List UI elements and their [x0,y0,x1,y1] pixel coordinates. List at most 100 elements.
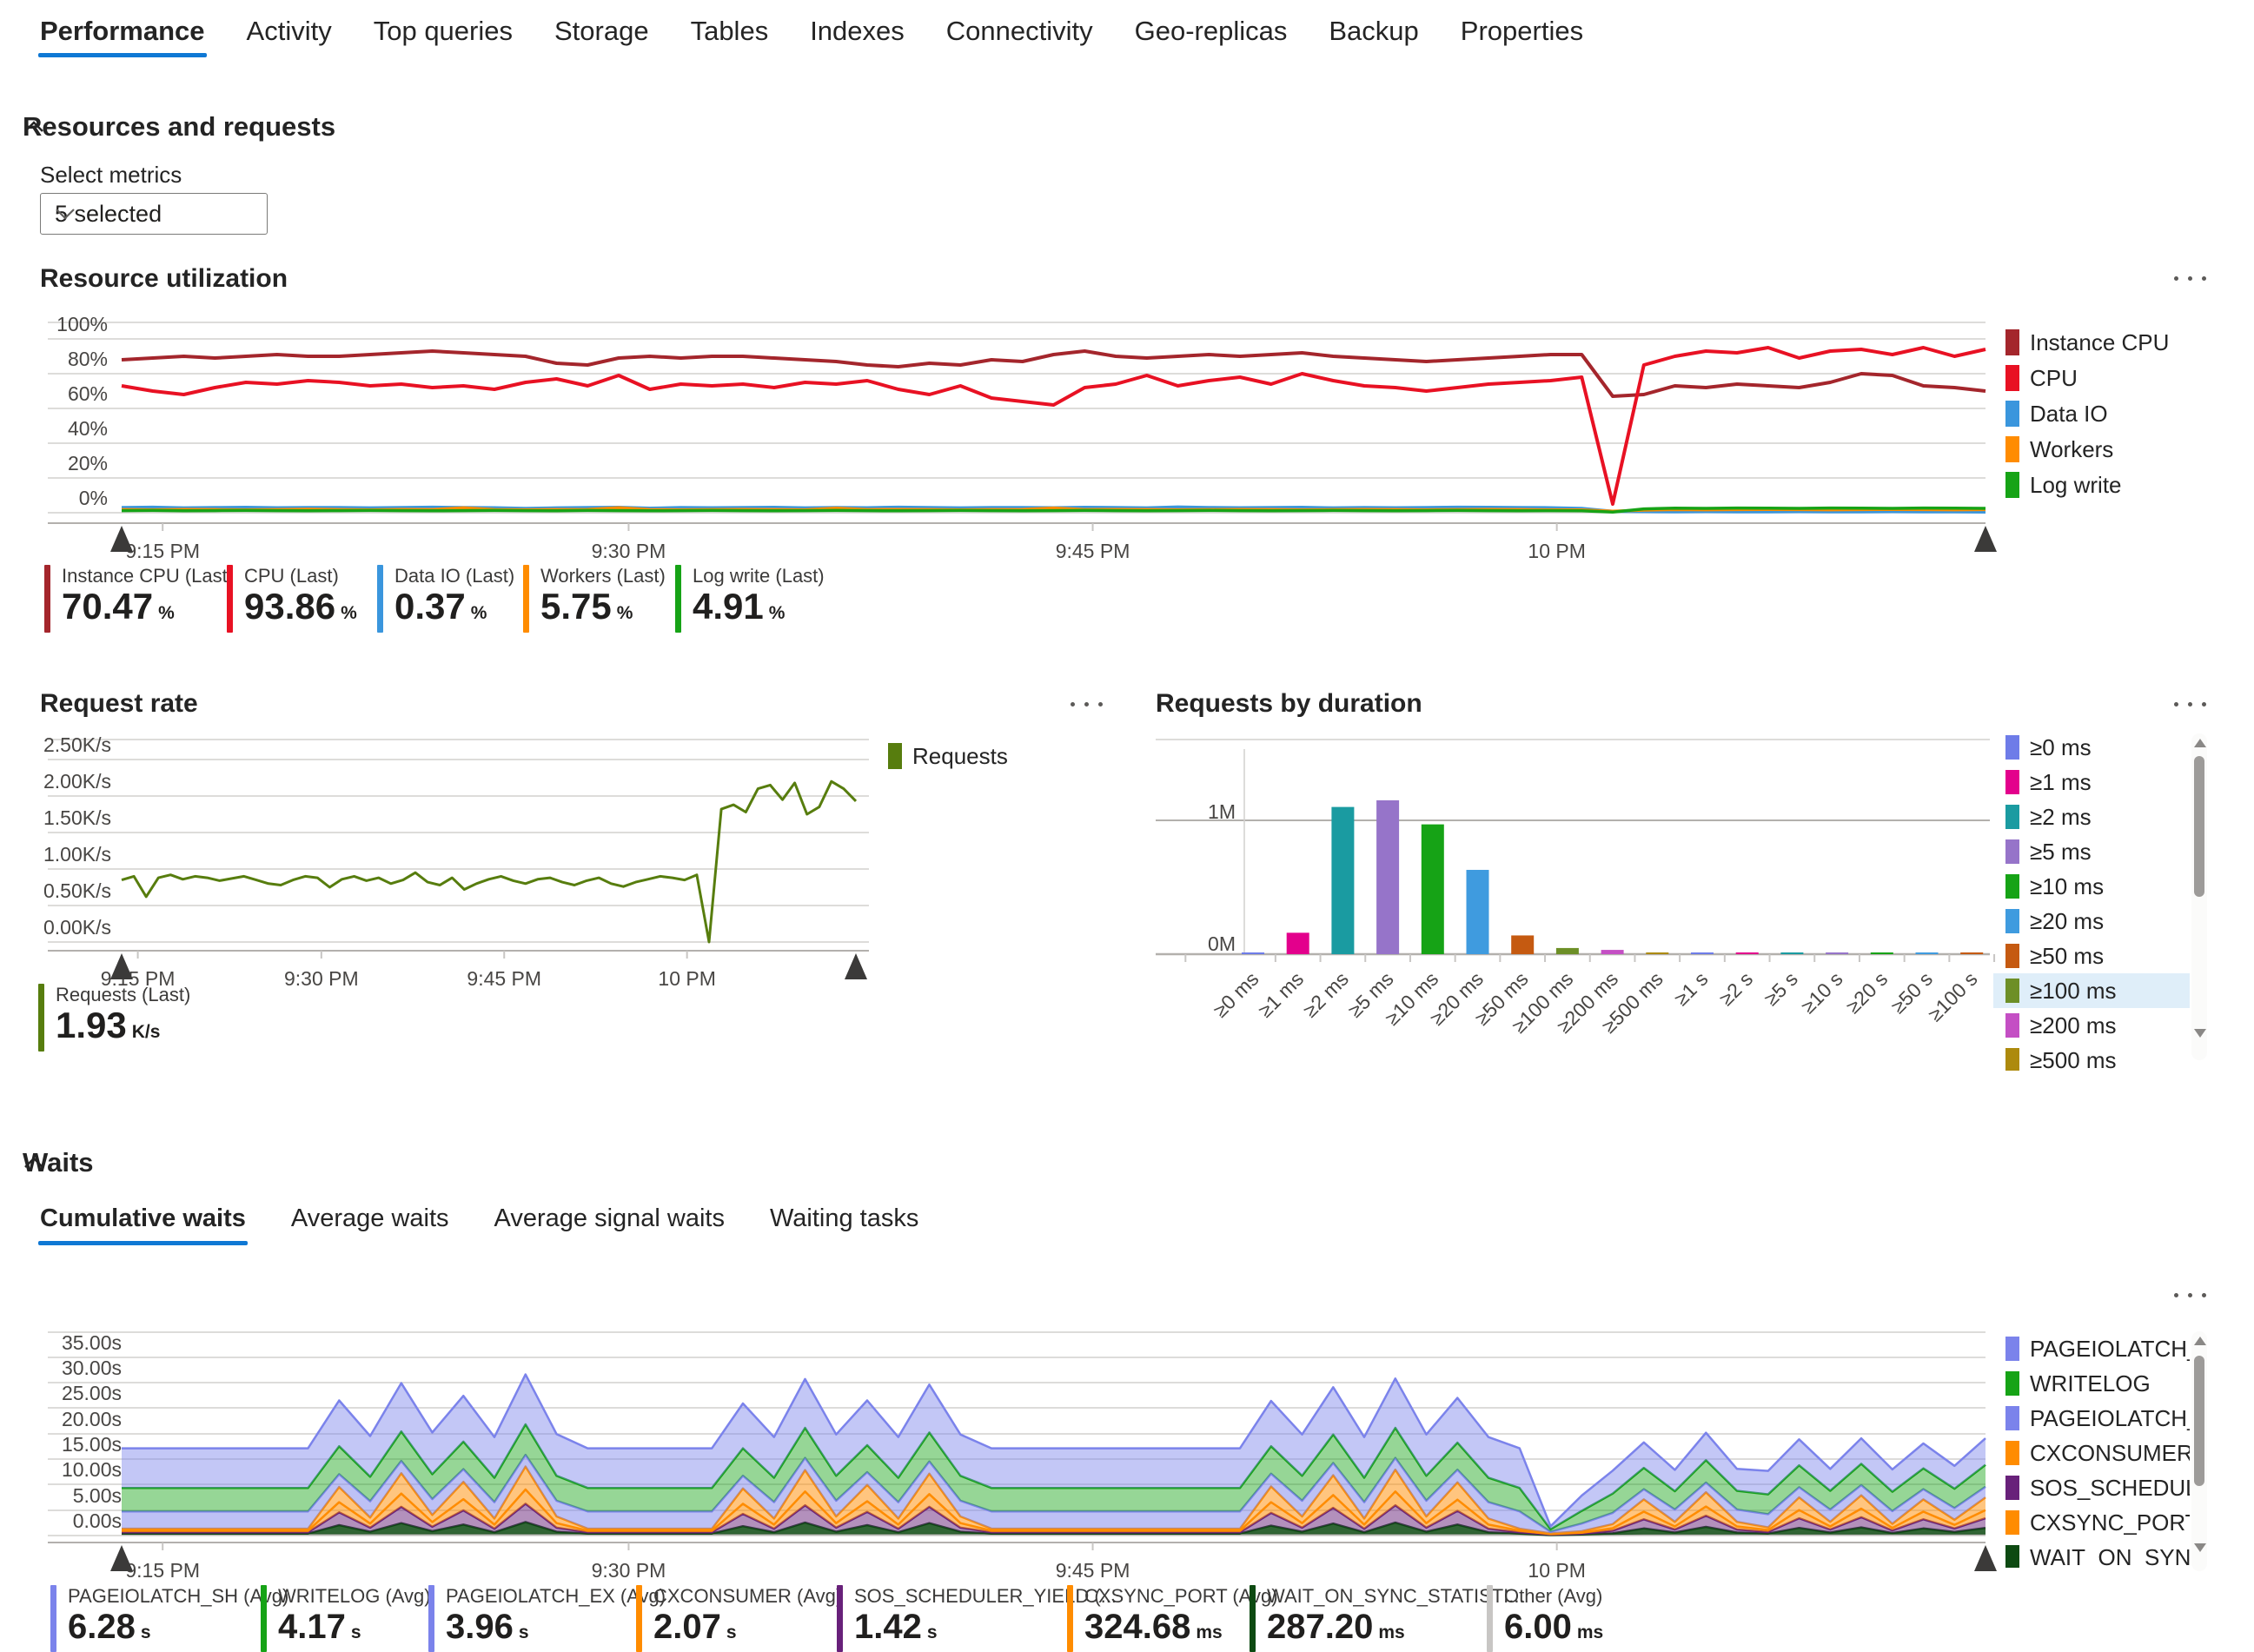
time-range-slider-right[interactable] [1974,1545,1997,1571]
tab-indexes[interactable]: Indexes [810,16,905,46]
waits-section-header[interactable]: Waits [23,1147,94,1178]
legend-item-pageiolatch-ex[interactable]: PAGEIOLATCH_EX [1993,1401,2190,1436]
request-rate-chart: 2.50K/s 2.00K/s 1.50K/s 1.00K/s 0.50K/s 0.00K… [43,733,869,990]
metric-value: 324.68 ms [1084,1608,1223,1646]
svg-text:25.00s: 25.00s [62,1382,122,1404]
scroll-down-icon[interactable] [2194,1543,2206,1552]
legend-item-200-ms[interactable]: ≥200 ms [1993,1008,2190,1043]
metric-color-bar [377,565,383,633]
legend-item-20-ms[interactable]: ≥20 ms [1993,904,2190,939]
select-metrics-dropdown[interactable]: 5 selected [40,193,268,235]
legend-item-log-write[interactable]: Log write [2005,468,2122,502]
tab-properties[interactable]: Properties [1460,16,1584,46]
legend-item-workers[interactable]: Workers [2005,432,2113,467]
legend-label: ≥50 ms [2030,942,2105,969]
tab-backup[interactable]: Backup [1329,16,1419,46]
tab-storage[interactable]: Storage [554,16,649,46]
waits-tab-average-waits[interactable]: Average waits [290,1204,449,1232]
metric-unit: s [518,1622,529,1642]
metric-unit: s [726,1622,737,1642]
time-range-slider-left[interactable] [110,1545,133,1571]
legend-item-1-ms[interactable]: ≥1 ms [1993,765,2190,799]
metric-tile-pageiolatch-sh-avg: PAGEIOLATCH_SH (Avg) 6.28 s [50,1585,288,1652]
legend-item-data-io[interactable]: Data IO [2005,396,2108,431]
svg-text:0.50K/s: 0.50K/s [43,879,111,902]
metric-value: 5.75% [540,586,633,627]
request-rate-legend[interactable]: Requests [888,739,1008,773]
legend-label: ≥100 ms [2030,977,2117,1004]
svg-text:10 PM: 10 PM [1528,540,1585,562]
legend-item-0-ms[interactable]: ≥0 ms [1993,730,2190,765]
legend-label: Workers [2030,435,2114,462]
scrollbar-thumb[interactable] [2194,756,2204,897]
tab-tables[interactable]: Tables [690,16,769,46]
tab-top-queries[interactable]: Top queries [373,16,513,46]
metric-tile-instance-cpu-last: Instance CPU (Last) 70.47% [44,565,234,633]
metric-value: 4.91% [693,586,786,627]
legend-item-cxconsumer[interactable]: CXCONSUMER [1993,1436,2190,1470]
svg-text:1M: 1M [1208,800,1236,823]
resources-section-header[interactable]: Resources and requests [23,111,335,143]
waits-legend-scrollbar[interactable] [2191,1331,2207,1571]
tab-connectivity[interactable]: Connectivity [945,16,1093,46]
svg-text:2.00K/s: 2.00K/s [43,770,111,793]
svg-text:5.00s: 5.00s [73,1484,122,1507]
scroll-up-icon[interactable] [2194,1337,2206,1345]
legend-item-100-ms[interactable]: ≥100 ms [1993,973,2190,1008]
svg-text:≥20 s: ≥20 s [1841,967,1892,1018]
legend-item-5-ms[interactable]: ≥5 ms [1993,834,2190,869]
waits-menu-button[interactable] [2165,1284,2215,1306]
legend-item-2-ms[interactable]: ≥2 ms [1993,799,2190,834]
tab-geo-replicas[interactable]: Geo-replicas [1134,16,1288,46]
requests-by-duration-title: Requests by duration [1156,689,1422,718]
requests-by-duration-menu-button[interactable] [2165,693,2215,715]
time-range-slider-right[interactable] [845,953,867,979]
metric-text: Requests (Last) 1.93 K/s [56,984,190,1052]
metric-label: Log write (Last) [693,565,825,587]
legend-item-10-ms[interactable]: ≥10 ms [1993,869,2190,904]
scrollbar-thumb[interactable] [2194,1356,2204,1486]
legend-item-sos-scheduler[interactable]: SOS_SCHEDULER... [1993,1470,2190,1505]
5-ms-swatch-icon [2005,839,2019,864]
time-range-slider-left[interactable] [110,526,133,552]
2-ms-swatch-icon [2005,805,2019,829]
time-range-slider-right[interactable] [1974,526,1997,552]
cxconsumer-swatch-icon [2005,1441,2019,1465]
waits-tab-cumulative-waits[interactable]: Cumulative waits [38,1199,248,1249]
legend-item-instance-cpu[interactable]: Instance CPU [2005,325,2169,360]
legend-item-50-ms[interactable]: ≥50 ms [1993,939,2190,973]
metric-text: Instance CPU (Last) 70.47% [62,565,234,633]
legend-label: ≥0 ms [2030,733,2092,760]
legend-item-cpu[interactable]: CPU [2005,361,2078,395]
request-rate-menu-button[interactable] [1062,693,1111,715]
metric-color-bar [1067,1585,1073,1652]
waits-legend: PAGEIOLATCH_SH WRITELOG PAGEIOLATCH_EX CXCO… [1993,1331,2190,1568]
svg-text:9:30 PM: 9:30 PM [592,1559,666,1582]
waits-tab-waiting-tasks[interactable]: Waiting tasks [769,1204,919,1232]
tab-activity[interactable]: Activity [246,16,332,46]
svg-text:≥100 s: ≥100 s [1924,967,1982,1025]
svg-text:9:45 PM: 9:45 PM [1056,1559,1130,1582]
legend-item-pageiolatch-sh[interactable]: PAGEIOLATCH_SH [1993,1331,2190,1366]
legend-item-writelog[interactable]: WRITELOG [1993,1366,2190,1401]
svg-text:9:15 PM: 9:15 PM [125,1559,200,1582]
waits-tab-average-signal-waits[interactable]: Average signal waits [494,1204,725,1232]
resource-utilization-menu-button[interactable] [2165,268,2215,289]
legend-item-500-ms[interactable]: ≥500 ms [1993,1043,2190,1071]
time-range-slider-left[interactable] [110,953,133,979]
metric-text: Data IO (Last) 0.37% [394,565,514,633]
metric-unit: ms [1196,1622,1223,1642]
0-ms-swatch-icon [2005,735,2019,760]
cxsync-port-swatch-icon [2005,1510,2019,1535]
scroll-up-icon[interactable] [2194,739,2206,747]
svg-text:0.00s: 0.00s [73,1509,122,1532]
legend-item-wait-on-sync[interactable]: WAIT_ON_SYNC [1993,1540,2190,1568]
instance-cpu-swatch-icon [2005,329,2019,355]
legend-item-cxsync-port[interactable]: CXSYNC_PORT [1993,1505,2190,1540]
requests-by-duration-legend-scrollbar[interactable] [2191,733,2207,1060]
metric-value: 287.20 ms [1267,1608,1405,1646]
scroll-down-icon[interactable] [2194,1029,2206,1038]
metric-unit: % [616,603,633,623]
tab-performance[interactable]: Performance [38,9,207,64]
